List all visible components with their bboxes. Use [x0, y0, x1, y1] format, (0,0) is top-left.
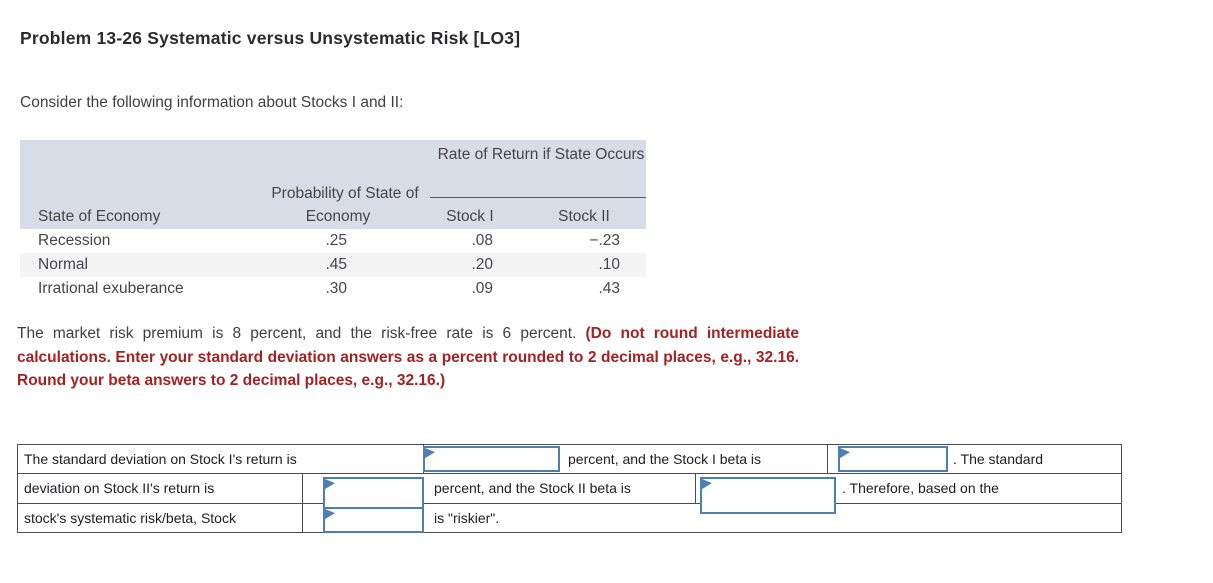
answer-cell-divider — [302, 473, 303, 533]
answer-row1-text3: . The standard — [953, 451, 1044, 467]
stock2-return-cell: .43 — [598, 280, 620, 297]
stdev-stock1-input[interactable] — [425, 448, 558, 470]
answer-flag-icon — [325, 509, 335, 520]
beta-stock2-answer-box[interactable] — [700, 477, 836, 514]
table-row: Irrational exuberance .30 .09 .43 — [20, 277, 646, 301]
economy-returns-table: Rate of Return if State Occurs Probabili… — [20, 140, 646, 301]
answer-border-row2 — [17, 503, 1122, 504]
state-cell: Normal — [38, 256, 88, 273]
stock2-return-cell: .10 — [598, 256, 620, 273]
answer-border-row1 — [17, 473, 1122, 474]
stock1-return-cell: .20 — [471, 256, 493, 273]
answer-border-bottom — [17, 532, 1122, 533]
answer-cell-divider — [827, 444, 828, 473]
table-row: Normal .45 .20 .10 — [20, 253, 646, 277]
answer-row3-text1: stock's systematic risk/beta, Stock — [24, 510, 236, 526]
page-title: Problem 13-26 Systematic versus Unsystem… — [20, 28, 521, 48]
answer-border-top — [17, 444, 1122, 445]
answer-flag-icon — [702, 479, 712, 490]
intro-text: Consider the following information about… — [20, 94, 404, 111]
state-cell: Recession — [38, 232, 111, 249]
stock1-return-cell: .08 — [471, 232, 493, 249]
probability-cell: .45 — [325, 256, 347, 273]
state-cell: Irrational exuberance — [38, 280, 184, 297]
stdev-stock2-input[interactable] — [325, 479, 422, 512]
rate-of-return-spanning-header: Rate of Return if State Occurs — [437, 146, 645, 163]
instructions-bold-red-text: (Do not round intermediate calculations.… — [17, 325, 799, 389]
answer-border-right — [1121, 444, 1122, 533]
stock2-header: Stock II — [558, 208, 610, 225]
stock2-return-cell: −.23 — [589, 232, 620, 249]
beta-stock2-input[interactable] — [702, 479, 834, 512]
probability-header-line2: Economy — [305, 208, 371, 225]
answer-flag-icon — [840, 448, 850, 459]
spanning-header-rule — [430, 197, 646, 198]
beta-stock1-answer-box[interactable] — [838, 446, 948, 472]
column-headers-row: State of Economy Economy Stock I Stock I… — [20, 204, 646, 229]
answer-cell-divider — [695, 473, 696, 503]
instructions-normal-text: The market risk premium is 8 percent, an… — [17, 325, 586, 342]
answer-row2-text1: deviation on Stock II's return is — [24, 480, 215, 496]
probability-cell: .25 — [325, 232, 347, 249]
answer-table: The standard deviation on Stock I's retu… — [17, 444, 1122, 533]
probability-cell: .30 — [325, 280, 347, 297]
table-row: Recession .25 .08 −.23 — [20, 229, 646, 253]
riskier-stock-input[interactable] — [325, 509, 422, 531]
answer-flag-icon — [325, 479, 335, 490]
answer-flag-icon — [425, 448, 435, 459]
beta-stock1-input[interactable] — [840, 448, 946, 470]
answer-row3-text2: is "riskier". — [434, 510, 500, 526]
state-of-economy-header: State of Economy — [38, 208, 161, 225]
instructions-paragraph: The market risk premium is 8 percent, an… — [17, 322, 799, 393]
answer-border-left — [17, 444, 18, 533]
probability-header-line1: Probability of State of — [271, 185, 419, 202]
answer-row1-text1: The standard deviation on Stock I's retu… — [24, 451, 297, 467]
answer-row1-text2: percent, and the Stock I beta is — [568, 451, 762, 467]
table-header: Rate of Return if State Occurs Probabili… — [20, 140, 646, 229]
stdev-stock1-answer-box[interactable] — [423, 446, 560, 472]
answer-row2-text3: . Therefore, based on the — [842, 480, 999, 496]
answer-row2-text2: percent, and the Stock II beta is — [434, 480, 631, 496]
stock1-header: Stock I — [446, 208, 494, 225]
stock1-return-cell: .09 — [471, 280, 493, 297]
riskier-stock-answer-box[interactable] — [323, 507, 424, 533]
